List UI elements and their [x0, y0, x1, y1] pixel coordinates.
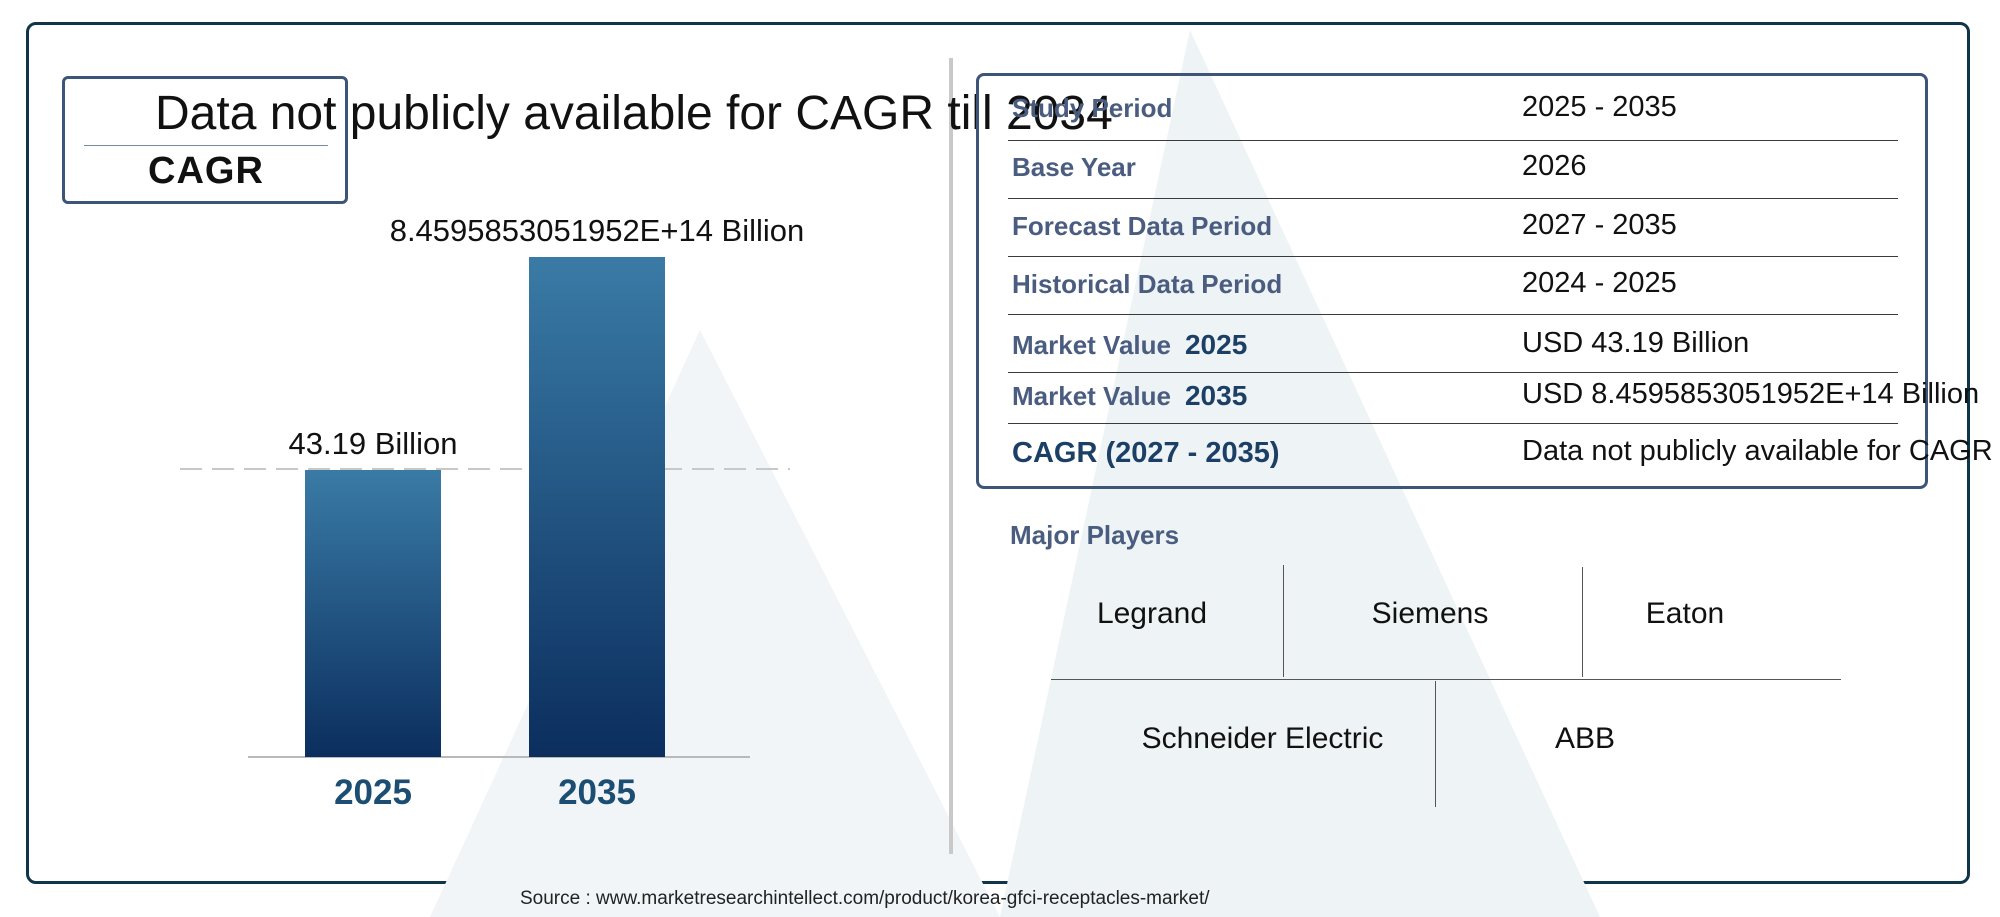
info-row-year: 2025	[1184, 329, 1248, 360]
info-row-label-text: Study Period	[1012, 93, 1173, 123]
player-name: ABB	[1554, 722, 1616, 755]
bar-data-label: 43.19 Billion	[289, 426, 458, 461]
info-row-value: 2024 - 2025	[1522, 267, 1677, 299]
panel-divider	[949, 58, 953, 854]
info-row-separator	[1008, 314, 1898, 315]
cagr-card	[62, 76, 348, 204]
info-row-year: 2035	[1184, 380, 1248, 411]
cagr-card-rule	[84, 145, 328, 146]
grid-divider	[1051, 679, 1841, 680]
cagr-headline: Data not publicly available for CAGR til…	[155, 87, 1113, 140]
info-row-separator	[1008, 256, 1898, 257]
info-row-label-text: Forecast Data Period	[1012, 211, 1273, 241]
x-tick-label: 2025	[334, 773, 412, 812]
player-name: Siemens	[1371, 597, 1489, 630]
info-row-label-text: Market Value	[1012, 330, 1171, 360]
info-row-label: CAGR (2027 - 2035)	[1012, 437, 1280, 470]
info-row-label-text: CAGR (2027 - 2035)	[1012, 437, 1280, 469]
info-row-label: Study Period	[1012, 93, 1172, 124]
info-row-label-text: Historical Data Period	[1012, 269, 1283, 299]
player-name: Eaton	[1645, 597, 1725, 630]
info-row-separator	[1008, 140, 1898, 141]
grid-divider	[1283, 565, 1284, 677]
info-row-label-text: Market Value	[1012, 381, 1171, 411]
info-row-value: 2025 - 2035	[1522, 91, 1677, 123]
info-row-separator	[1008, 198, 1898, 199]
info-row-value: 2027 - 2035	[1522, 209, 1677, 241]
info-row-value: USD 43.19 Billion	[1522, 327, 1750, 359]
market-info-table	[976, 73, 1928, 489]
major-players-title: Major Players	[1010, 520, 1180, 550]
bar-data-label: 8.4595853051952E+14 Billion	[390, 213, 805, 248]
info-row-value: USD 8.4595853051952E+14 Billion	[1522, 378, 1980, 410]
info-row-label: Base Year	[1012, 152, 1136, 183]
player-name: Schneider Electric	[1141, 722, 1384, 755]
info-row-label-text: Base Year	[1012, 152, 1136, 182]
info-row-value: 2026	[1522, 150, 1587, 182]
x-tick-label: 2035	[558, 773, 636, 812]
grid-divider	[1435, 681, 1436, 807]
info-row-value: Data not publicly available for CAGR ti	[1522, 435, 2000, 467]
source-note: Source : www.marketresearchintellect.com…	[520, 888, 1210, 909]
info-row-separator	[1008, 423, 1898, 424]
player-name: Legrand	[1096, 597, 1208, 630]
cagr-label: CAGR	[148, 150, 264, 192]
info-row-label: Market Value 2035	[1012, 380, 1247, 412]
bar-2035	[529, 257, 665, 757]
bar-2025	[305, 470, 441, 757]
grid-divider	[1582, 567, 1583, 677]
info-row-label: Historical Data Period	[1012, 269, 1282, 300]
info-row-label: Market Value 2025	[1012, 329, 1247, 361]
info-row-separator	[1008, 372, 1898, 373]
info-row-label: Forecast Data Period	[1012, 211, 1272, 242]
